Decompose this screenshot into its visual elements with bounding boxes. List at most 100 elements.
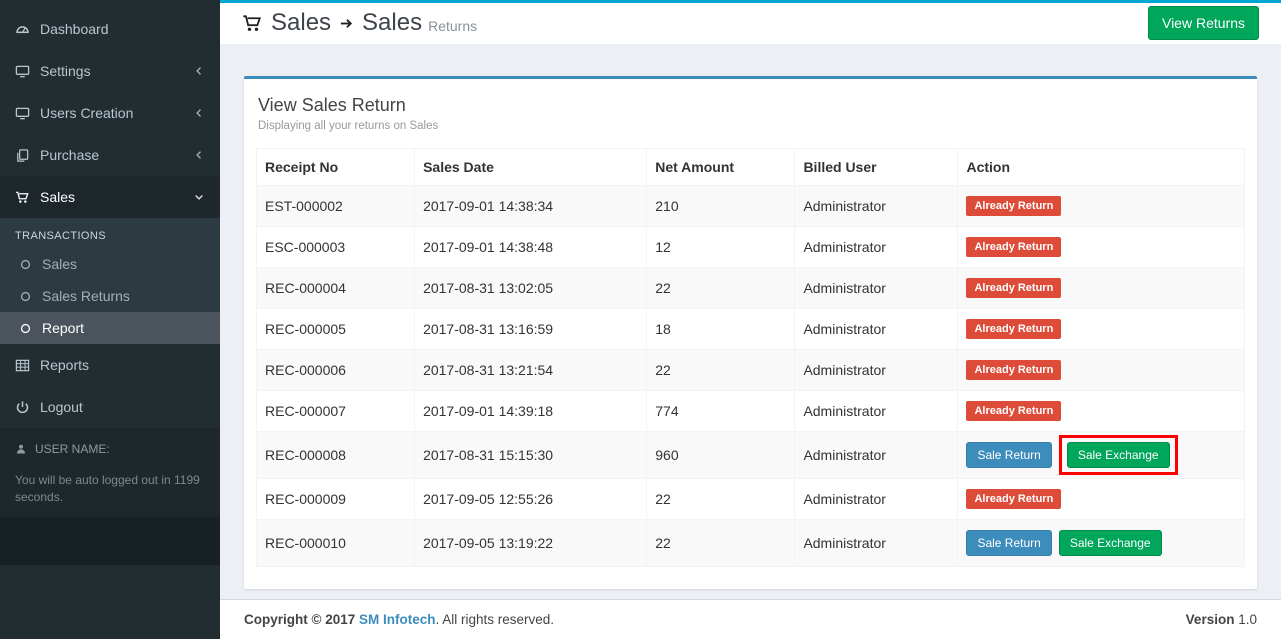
sidebar-item-label: Users Creation	[40, 105, 134, 121]
cell-net-amount: 22	[646, 267, 796, 309]
cell-net-amount: 22	[646, 519, 796, 567]
sale-exchange-button[interactable]: Sale Exchange	[1058, 530, 1162, 556]
sidebar-item-label: Sales	[42, 256, 78, 272]
copy-icon	[15, 148, 30, 163]
sidebar-item-sales[interactable]: Sales	[0, 176, 220, 218]
sale-return-button[interactable]: Sale Return	[966, 442, 1052, 468]
copyright-text: Copyright © 2017 SM Infotech. All rights…	[244, 612, 554, 627]
cell-action: Already Return	[957, 308, 1245, 350]
cell-net-amount: 960	[646, 431, 796, 479]
footer: Copyright © 2017 SM Infotech. All rights…	[220, 599, 1281, 639]
already-return-badge: Already Return	[966, 401, 1062, 421]
sidebar-item-label: Report	[42, 320, 85, 336]
breadcrumb-subpage: Returns	[428, 18, 478, 35]
table-row-est-000002: EST-000002 2017-09-01 14:38:34 210 Administ…	[255, 185, 1245, 227]
sales-return-panel: View Sales Return Displaying all your re…	[244, 76, 1257, 589]
monitor-icon	[15, 106, 30, 121]
cell-sales-date: 2017-09-05 12:55:26	[414, 478, 648, 520]
user-section: USER NAME: You will be auto logged out i…	[0, 428, 220, 517]
col-header-net-amount: Net Amount	[646, 148, 796, 186]
circle-icon	[18, 321, 33, 336]
cell-billed-user: Administrator	[794, 226, 959, 268]
cell-action: Already Return	[957, 349, 1245, 391]
cell-sales-date: 2017-08-31 13:16:59	[414, 308, 648, 350]
sidebar-filler	[0, 565, 220, 639]
cell-net-amount: 22	[646, 349, 796, 391]
user-icon	[15, 443, 27, 455]
company-link[interactable]: SM Infotech	[359, 612, 436, 627]
chevron-down-icon	[193, 191, 205, 203]
already-return-badge: Already Return	[966, 278, 1062, 298]
sale-return-button[interactable]: Sale Return	[966, 530, 1052, 556]
power-icon	[15, 400, 30, 415]
cell-receipt-no: ESC-000003	[255, 226, 416, 268]
cell-net-amount: 18	[646, 308, 796, 350]
user-name-row: USER NAME:	[15, 442, 205, 456]
breadcrumb-page: Sales	[362, 9, 423, 37]
sidebar-item-label: Purchase	[40, 147, 100, 163]
cell-action: Already Return	[957, 478, 1245, 520]
content-area: View Sales Return Displaying all your re…	[220, 44, 1281, 599]
sidebar-item-report[interactable]: Report	[0, 312, 220, 344]
cell-sales-date: 2017-09-05 13:19:22	[414, 519, 648, 567]
sales-submenu: TRANSACTIONS Sales Sales Returns Report	[0, 218, 220, 344]
annotation-highlight-box: Sale Exchange	[1058, 435, 1178, 475]
cell-action: Sale Return Sale Exchange	[957, 519, 1245, 567]
panel-subtitle: Displaying all your returns on Sales	[258, 120, 439, 132]
col-header-billed-user: Billed User	[794, 148, 959, 186]
cell-sales-date: 2017-09-01 14:39:18	[414, 390, 648, 432]
table-header-row: Receipt No Sales Date Net Amount Billed Use…	[255, 148, 1245, 186]
already-return-badge: Already Return	[966, 360, 1062, 380]
sidebar-item-sales-returns[interactable]: Sales Returns	[0, 280, 220, 312]
user-name-label: USER NAME:	[35, 442, 110, 456]
cell-receipt-no: REC-000010	[255, 519, 416, 567]
cell-billed-user: Administrator	[794, 349, 959, 391]
cell-billed-user: Administrator	[794, 308, 959, 350]
cell-action: Already Return	[957, 267, 1245, 309]
table-row-rec-000009: REC-000009 2017-09-05 12:55:26 22 Administr…	[255, 478, 1245, 520]
cell-billed-user: Administrator	[794, 185, 959, 227]
sidebar-item-logout[interactable]: Logout	[0, 386, 220, 428]
already-return-badge: Already Return	[966, 237, 1062, 257]
cell-receipt-no: REC-000005	[255, 308, 416, 350]
cell-net-amount: 12	[646, 226, 796, 268]
table-icon	[15, 358, 30, 373]
top-accent-bar	[220, 0, 1281, 3]
sidebar-item-users-creation[interactable]: Users Creation	[0, 92, 220, 134]
cell-receipt-no: REC-000007	[255, 390, 416, 432]
circle-icon	[18, 257, 33, 272]
sidebar-item-label: Dashboard	[40, 21, 109, 37]
table-row-rec-000006: REC-000006 2017-08-31 13:21:54 22 Administr…	[255, 349, 1245, 391]
cell-billed-user: Administrator	[794, 267, 959, 309]
sidebar: Dashboard Settings Users Creation Purchase S…	[0, 0, 220, 639]
panel-title: View Sales Return	[258, 95, 406, 115]
version-number: 1.0	[1238, 612, 1257, 627]
table-row-rec-000007: REC-000007 2017-09-01 14:39:18 774 Administ…	[255, 390, 1245, 432]
already-return-badge: Already Return	[966, 196, 1062, 216]
cell-net-amount: 774	[646, 390, 796, 432]
cell-receipt-no: REC-000006	[255, 349, 416, 391]
cell-billed-user: Administrator	[794, 390, 959, 432]
auto-logout-note: You will be auto logged out in 1199 seco…	[15, 473, 200, 505]
copyright-prefix: Copyright © 2017	[244, 612, 356, 627]
cell-billed-user: Administrator	[794, 519, 959, 567]
cell-action: Already Return	[957, 226, 1245, 268]
sidebar-item-purchase[interactable]: Purchase	[0, 134, 220, 176]
sidebar-item-sales[interactable]: Sales	[0, 248, 220, 280]
sidebar-item-dashboard[interactable]: Dashboard	[0, 8, 220, 50]
sidebar-item-settings[interactable]: Settings	[0, 50, 220, 92]
sidebar-item-label: Reports	[40, 357, 90, 373]
cell-net-amount: 22	[646, 478, 796, 520]
cell-action: Already Return	[957, 390, 1245, 432]
sale-exchange-button[interactable]: Sale Exchange	[1066, 442, 1170, 468]
content-header: Sales Sales Returns View Returns	[220, 2, 1281, 44]
breadcrumb: Sales Sales Returns	[242, 9, 477, 37]
table-row-esc-000003: ESC-000003 2017-09-01 14:38:48 12 Administr…	[255, 226, 1245, 268]
cell-receipt-no: REC-000008	[255, 431, 416, 479]
cell-net-amount: 210	[646, 185, 796, 227]
cell-receipt-no: EST-000002	[255, 185, 416, 227]
sidebar-item-reports[interactable]: Reports	[0, 344, 220, 386]
view-returns-button[interactable]: View Returns	[1147, 6, 1259, 41]
copyright-suffix: . All rights reserved.	[435, 612, 555, 627]
table-body: EST-000002 2017-09-01 14:38:34 210 Administ…	[255, 185, 1245, 567]
